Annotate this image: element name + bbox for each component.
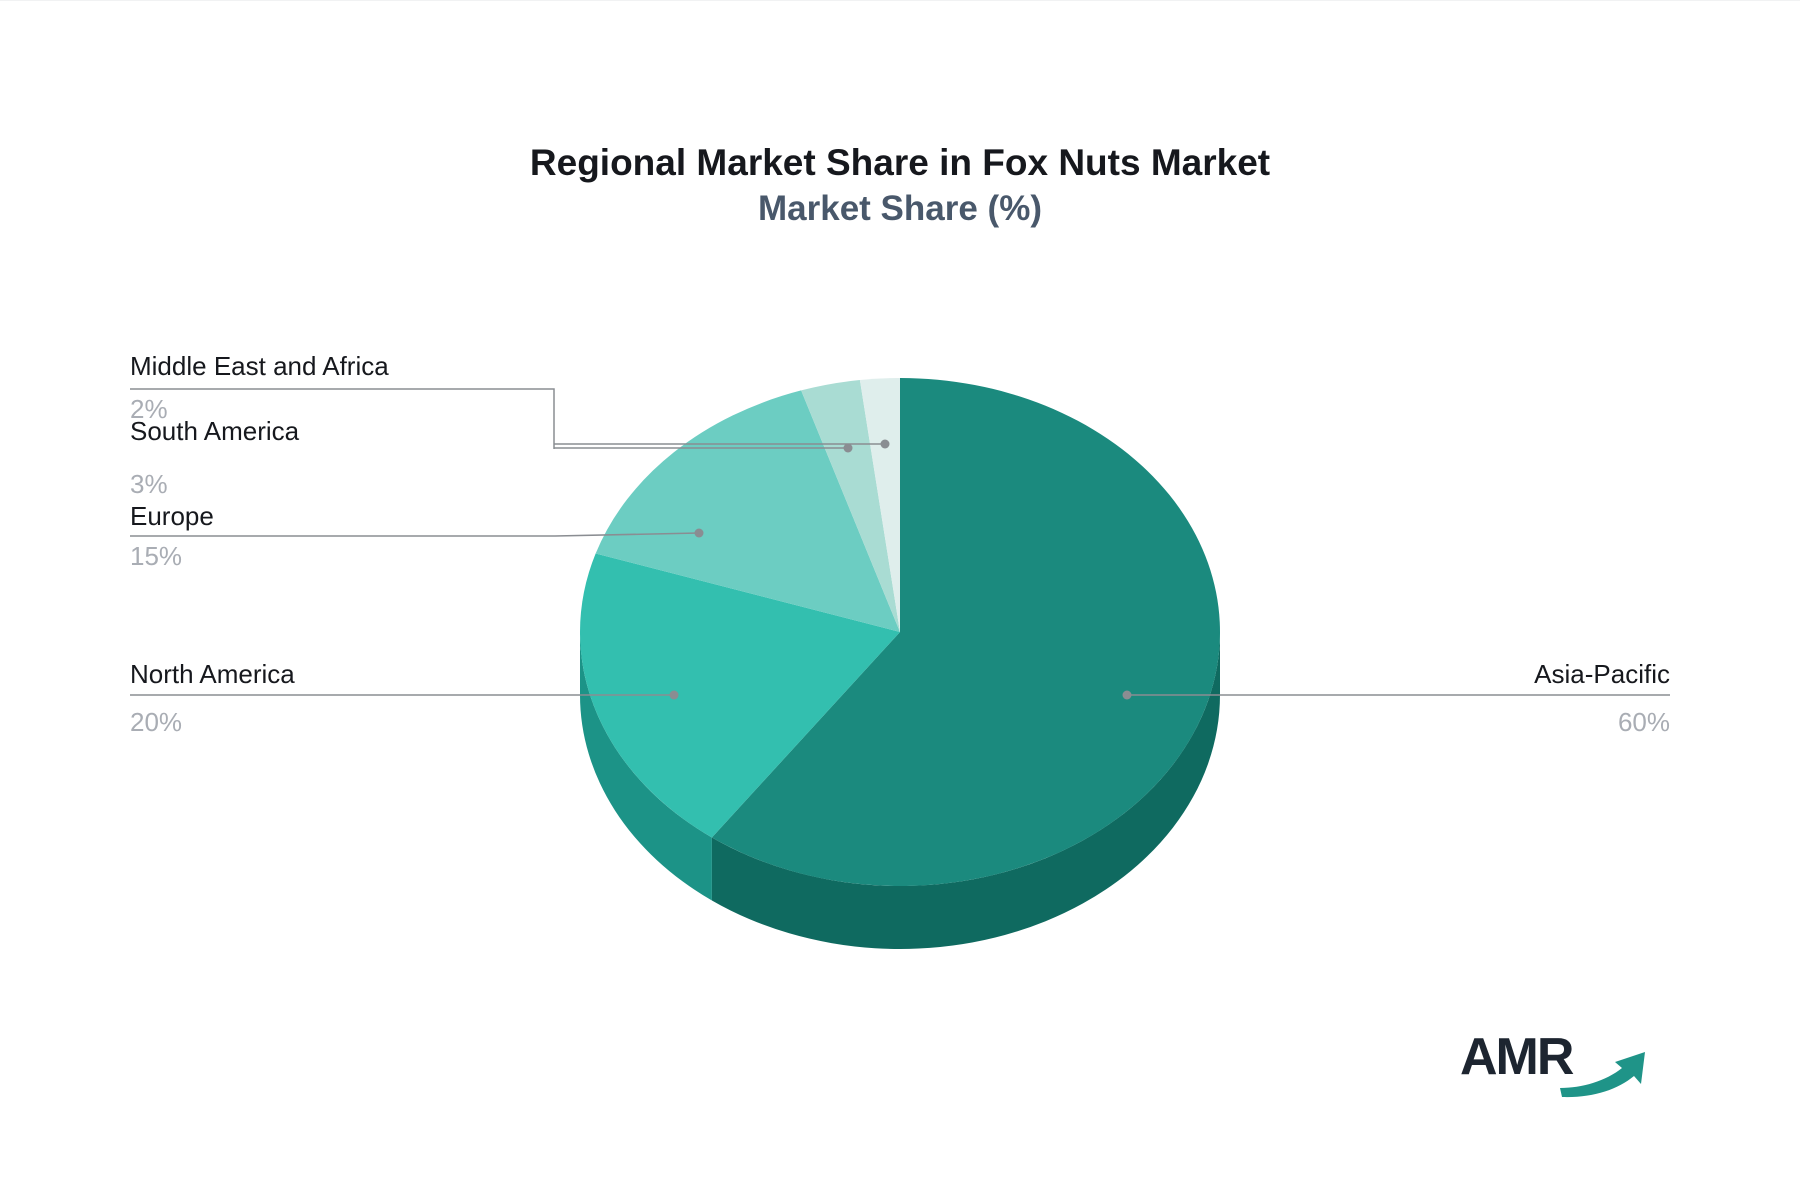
svg-text:AMR: AMR	[1460, 1028, 1574, 1086]
